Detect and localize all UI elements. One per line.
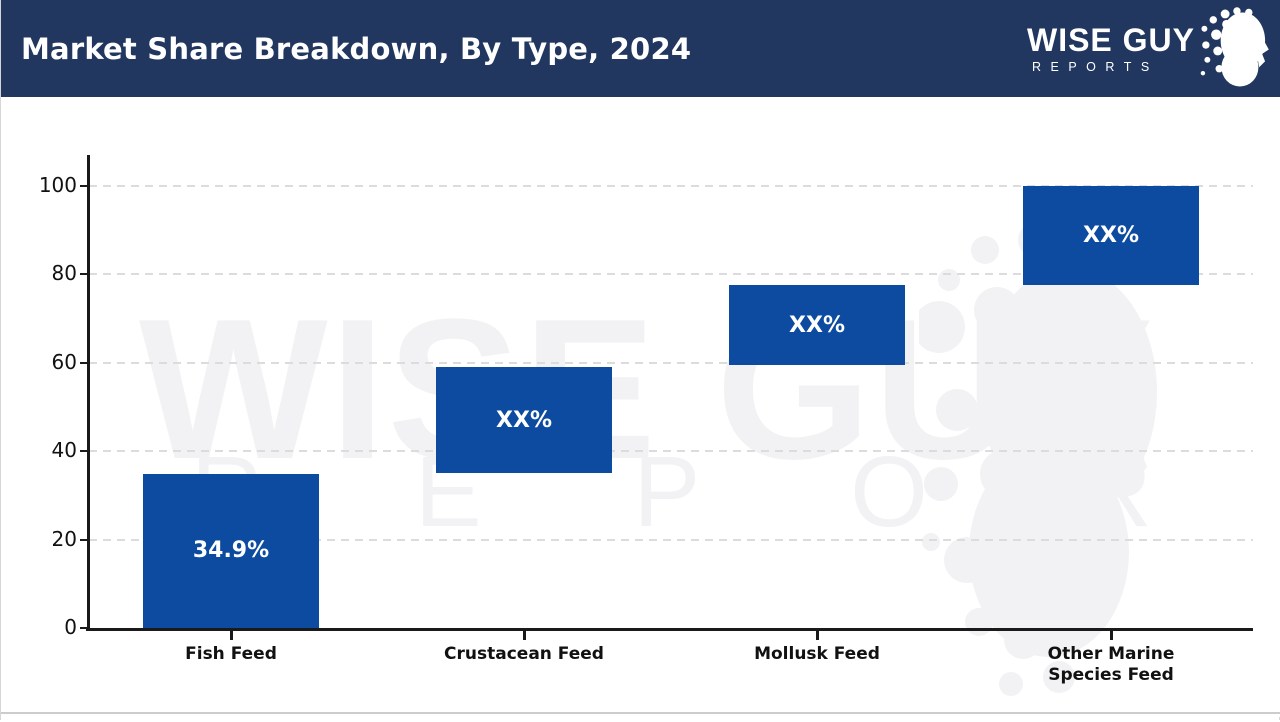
y-tick-80 (80, 273, 89, 276)
bottom-divider (1, 712, 1280, 714)
bar-mollusk-feed: XX% (729, 285, 905, 365)
y-tick-100 (80, 185, 89, 187)
y-tick-label-100: 100 (38, 173, 77, 197)
gridline-60 (89, 361, 1253, 364)
bar-other-marine-species-feed: XX% (1023, 186, 1199, 286)
y-tick-60 (80, 361, 89, 364)
category-label-2: Mollusk Feed (754, 644, 880, 664)
gridline-80 (89, 273, 1253, 276)
watermark-face-icon (919, 222, 1157, 696)
y-tick-20 (80, 538, 89, 541)
gridline-100 (89, 185, 1253, 187)
chart-title: Market Share Breakdown, By Type, 2024 (21, 31, 692, 66)
bar-value-label: XX% (496, 407, 552, 433)
y-tick-label-40: 40 (51, 438, 77, 463)
category-label-3: Other Marine Species Feed (1047, 644, 1175, 686)
header-banner: Market Share Breakdown, By Type, 2024 WI… (1, 0, 1280, 97)
x-tick-0 (230, 631, 233, 640)
y-tick-40 (80, 450, 89, 453)
bar-value-label: XX% (789, 312, 845, 338)
bar-crustacean-feed: XX% (436, 367, 612, 474)
x-tick-3 (1110, 631, 1113, 640)
x-axis-line (86, 628, 1253, 631)
y-tick-0 (80, 627, 89, 629)
x-tick-2 (816, 631, 819, 640)
waterfall-chart: WISE GUY R E P O R T S 02040608010034.9%… (1, 97, 1280, 717)
y-axis-line (87, 155, 90, 631)
y-tick-label-80: 80 (51, 261, 77, 286)
bar-value-label: XX% (1083, 223, 1139, 249)
category-label-1: Crustacean Feed (444, 644, 604, 664)
y-tick-label-0: 0 (64, 615, 77, 639)
logo-wordmark: WISE GUY REPORTS (1027, 22, 1195, 74)
gridline-40 (89, 450, 1253, 453)
category-label-0: Fish Feed (185, 644, 277, 664)
logo-line1: WISE GUY (1026, 22, 1195, 58)
bar-value-label: 34.9% (192, 538, 270, 564)
x-tick-1 (523, 631, 526, 640)
logo-face-icon (1200, 7, 1269, 87)
bar-fish-feed: 34.9% (143, 473, 319, 628)
y-tick-label-60: 60 (51, 349, 77, 374)
gridline-20 (89, 538, 1253, 541)
y-tick-label-20: 20 (51, 526, 77, 551)
logo-line2: REPORTS (1031, 60, 1159, 74)
wise-guy-reports-logo: WISE GUY REPORTS (1027, 6, 1271, 90)
